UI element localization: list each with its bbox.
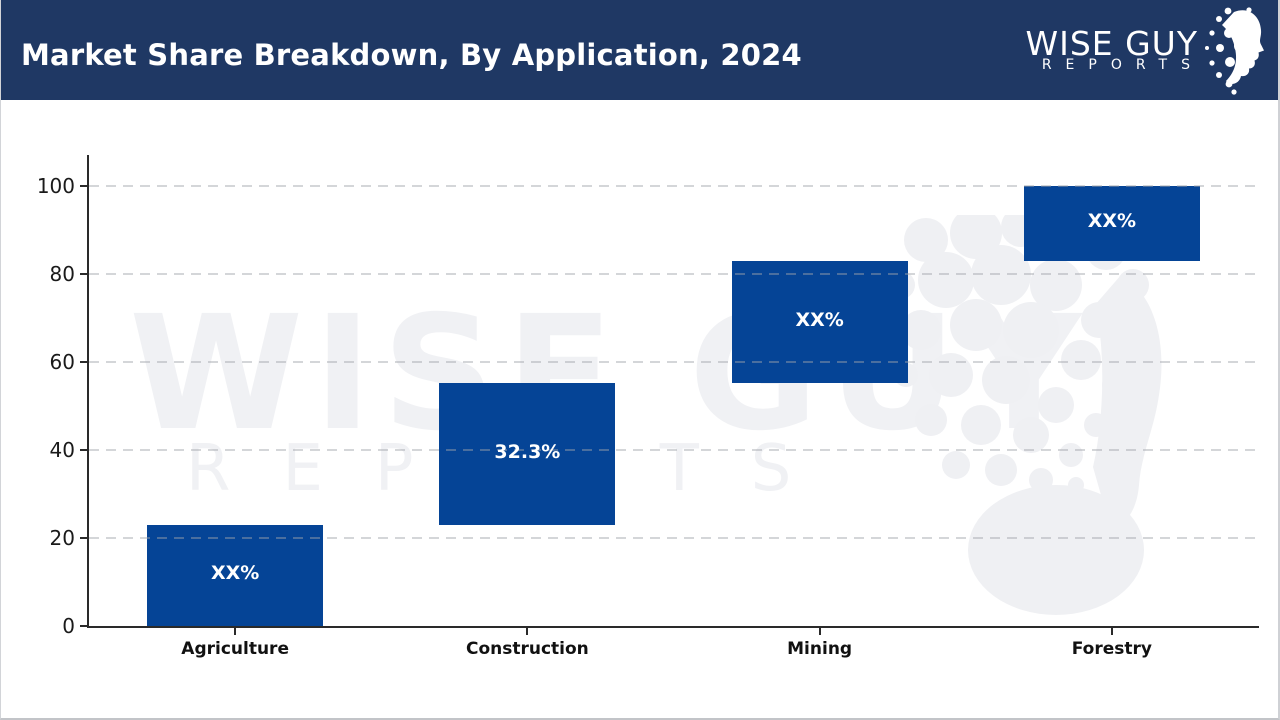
y-tick-label-100: 100	[36, 174, 75, 198]
gridline-20	[89, 537, 1258, 539]
y-tick-mark-80	[80, 273, 88, 275]
x-tick-mark-agriculture	[234, 628, 237, 635]
x-tick-label-forestry: Forestry	[1071, 639, 1152, 659]
y-tick-label-0: 0	[62, 614, 75, 638]
bar-value-label-agriculture: XX%	[210, 562, 260, 585]
x-tick-label-agriculture: Agriculture	[181, 639, 289, 659]
logo-wordmark: WISE GUY	[1025, 24, 1198, 63]
bar-value-label-forestry: XX%	[1087, 210, 1137, 233]
x-tick-label-mining: Mining	[787, 639, 853, 659]
header-bar: Market Share Breakdown, By Application, …	[1, 0, 1278, 100]
bar-mining[interactable]	[731, 260, 908, 383]
y-tick-mark-0	[80, 625, 88, 627]
y-tick-label-80: 80	[49, 262, 75, 286]
x-tick-mark-construction	[526, 628, 529, 635]
bar-value-label-construction: 32.3%	[494, 440, 561, 463]
y-tick-label-60: 60	[49, 350, 75, 374]
y-tick-mark-40	[80, 449, 88, 451]
wiseguy-face-icon	[1205, 7, 1264, 95]
y-tick-label-20: 20	[49, 526, 75, 550]
x-axis-line	[87, 626, 1259, 628]
y-tick-mark-100	[80, 185, 88, 187]
gridline-100	[89, 185, 1258, 187]
bar-value-label-mining: XX%	[795, 308, 844, 331]
bar-agriculture[interactable]	[147, 524, 324, 626]
logo-subtitle: REPORTS	[1041, 57, 1204, 73]
chart-plot-area: 0 20 40 60 80 100 XX% Agriculture 32.3% Construct…	[1, 100, 1278, 716]
x-tick-label-construction: Construction	[465, 639, 589, 659]
gridline-60	[89, 361, 1258, 363]
gridline-80	[89, 273, 1258, 275]
x-tick-mark-forestry	[1110, 628, 1113, 635]
bar-construction[interactable]	[439, 382, 616, 525]
y-tick-label-40: 40	[49, 438, 75, 462]
page-title: Market Share Breakdown, By Application, …	[21, 38, 802, 72]
gridline-40	[89, 449, 1258, 451]
x-tick-mark-mining	[818, 628, 821, 635]
y-axis-line	[87, 155, 89, 628]
y-tick-mark-60	[80, 361, 88, 363]
y-tick-mark-20	[80, 537, 88, 539]
wiseguy-logo[interactable]: WISE GUY REPORTS	[1020, 0, 1270, 100]
